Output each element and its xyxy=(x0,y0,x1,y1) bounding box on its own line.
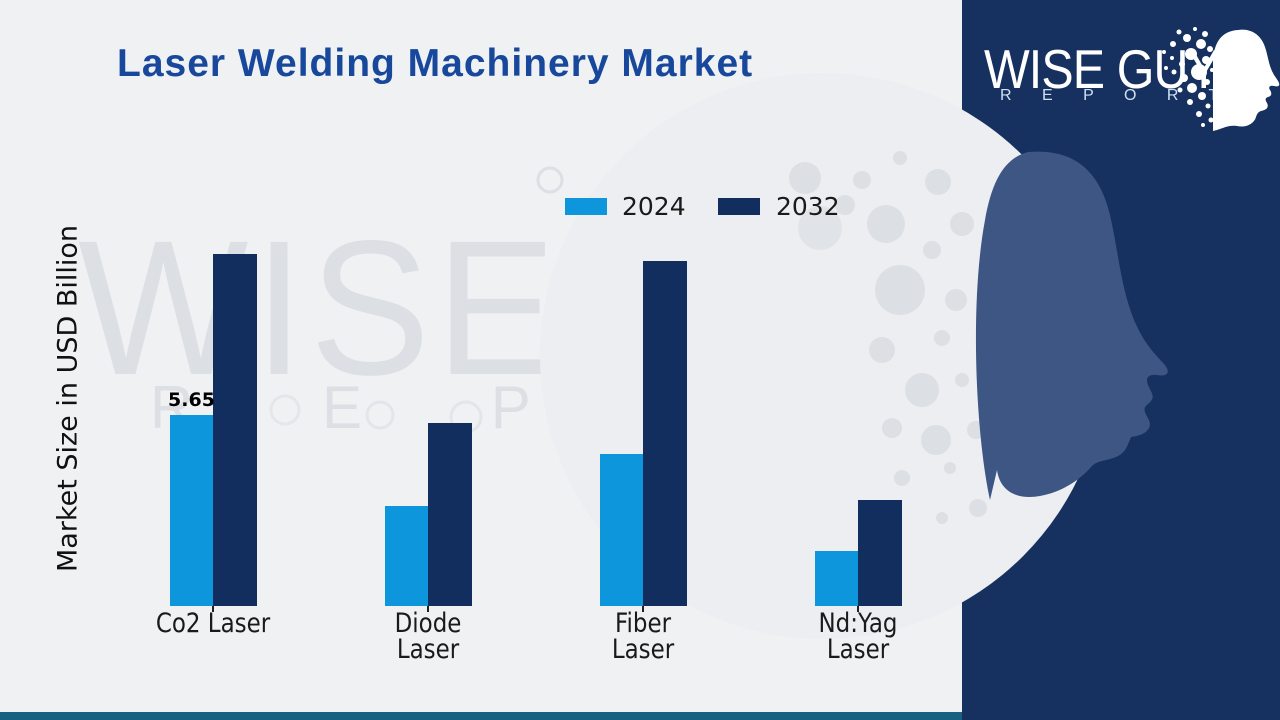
category-label-fiber-laser: Fiber Laser xyxy=(611,608,675,665)
bar-co2-laser-2024 xyxy=(170,415,213,606)
x-axis-tick xyxy=(427,606,429,612)
legend-label-2032: 2032 xyxy=(776,192,840,221)
bar-nd-yag-laser-2024 xyxy=(815,551,858,606)
bar-nd-yag-laser-2032 xyxy=(858,500,902,606)
bottom-accent-strip xyxy=(0,712,962,720)
page-title: Laser Welding Machinery Market xyxy=(117,42,754,85)
bar-co2-laser-2032 xyxy=(213,254,257,606)
x-axis-tick xyxy=(857,606,859,612)
bar-diode-laser-2032 xyxy=(428,423,472,606)
value-label: 5.65 xyxy=(168,389,215,412)
category-label-co2-laser: Co2 Laser xyxy=(155,608,271,639)
x-axis-tick xyxy=(212,606,214,612)
bar-fiber-laser-2024 xyxy=(600,454,643,606)
face-silhouette xyxy=(975,151,1168,500)
x-axis-tick xyxy=(642,606,644,612)
legend-label-2024: 2024 xyxy=(622,192,686,221)
category-label-diode-laser: Diode Laser xyxy=(394,608,462,665)
logo-face-icon xyxy=(1162,27,1280,131)
bar-diode-laser-2024 xyxy=(385,506,428,606)
category-label-nd-yag-laser: Nd:Yag Laser xyxy=(818,608,898,665)
logo-brand-text: WISE GUY xyxy=(984,38,1220,100)
bar-fiber-laser-2032 xyxy=(643,261,687,606)
legend-swatch-2032 xyxy=(718,198,760,215)
legend-swatch-2024 xyxy=(565,198,607,215)
